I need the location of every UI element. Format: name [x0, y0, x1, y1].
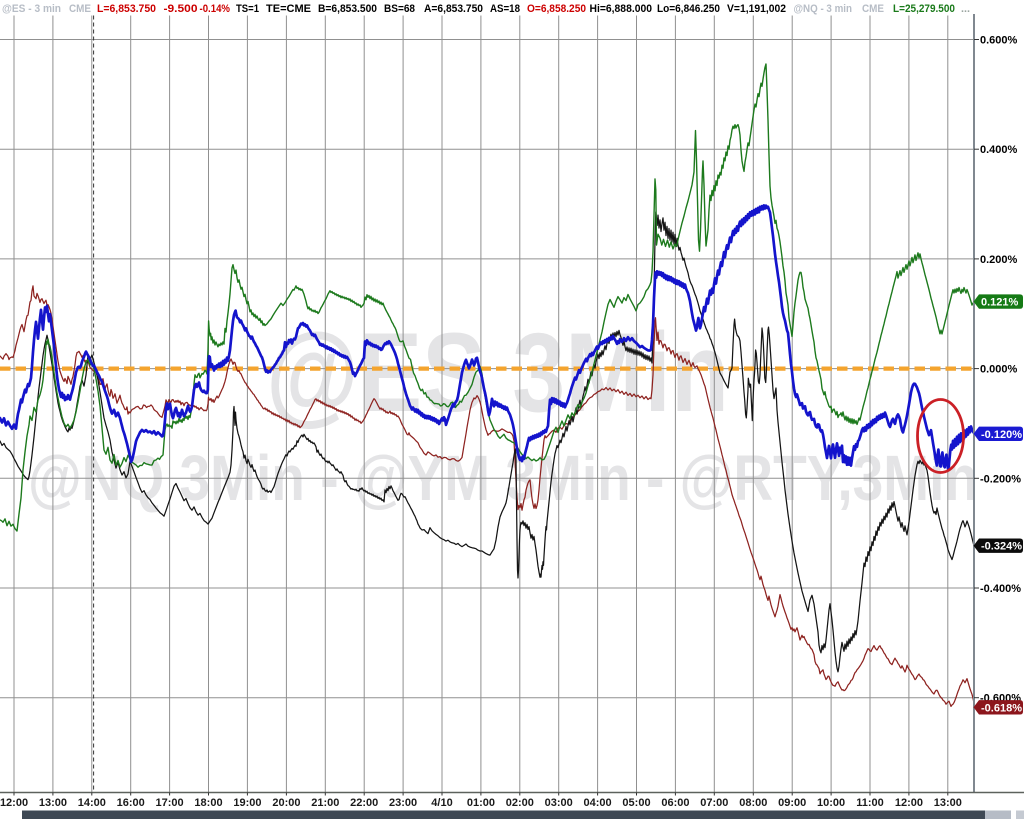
- svg-text:20:00: 20:00: [272, 797, 300, 809]
- svg-text:17:00: 17:00: [156, 797, 184, 809]
- svg-text:-0.618%: -0.618%: [981, 702, 1022, 714]
- svg-text:O=6,858.250: O=6,858.250: [527, 3, 586, 15]
- svg-text:01:00: 01:00: [467, 797, 495, 809]
- svg-text:19:00: 19:00: [233, 797, 261, 809]
- svg-text:...: ...: [961, 3, 970, 15]
- svg-text:0.121%: 0.121%: [981, 297, 1019, 309]
- svg-text:12:00: 12:00: [895, 797, 923, 809]
- svg-text:0.400%: 0.400%: [980, 144, 1018, 156]
- svg-text:-0.200%: -0.200%: [980, 473, 1021, 485]
- svg-text:CME: CME: [862, 3, 884, 15]
- svg-text:0.600%: 0.600%: [980, 35, 1018, 47]
- svg-text:CME: CME: [69, 3, 91, 15]
- svg-text:4/10: 4/10: [431, 797, 452, 809]
- svg-text:23:00: 23:00: [389, 797, 417, 809]
- svg-text:-0.14%: -0.14%: [200, 3, 231, 15]
- svg-text:-9.500: -9.500: [164, 3, 198, 15]
- svg-text:22:00: 22:00: [350, 797, 378, 809]
- svg-text:Lo=6,846.250: Lo=6,846.250: [657, 3, 720, 15]
- svg-text:08:00: 08:00: [739, 797, 767, 809]
- svg-text:V=1,191,002: V=1,191,002: [727, 3, 786, 15]
- svg-text:05:00: 05:00: [622, 797, 650, 809]
- svg-text:12:00: 12:00: [0, 797, 28, 809]
- svg-text:16:00: 16:00: [117, 797, 145, 809]
- svg-text:@ES 3Min: @ES 3Min: [266, 310, 729, 435]
- svg-text:@NQ - 3 min: @NQ - 3 min: [794, 3, 853, 15]
- svg-text:L=25,279.500: L=25,279.500: [893, 3, 955, 15]
- svg-text:-0.324%: -0.324%: [981, 541, 1022, 553]
- svg-text:-0.120%: -0.120%: [981, 429, 1022, 441]
- svg-text:07:00: 07:00: [700, 797, 728, 809]
- svg-text:Hi=6,888.000: Hi=6,888.000: [590, 3, 653, 15]
- svg-text:06:00: 06:00: [661, 797, 689, 809]
- svg-text:18:00: 18:00: [194, 797, 222, 809]
- svg-text:14:00: 14:00: [78, 797, 106, 809]
- svg-text:L=6,853.750: L=6,853.750: [97, 3, 156, 15]
- svg-text:TE=CME: TE=CME: [266, 3, 311, 15]
- svg-text:0.000%: 0.000%: [980, 364, 1018, 376]
- svg-text:-0.400%: -0.400%: [980, 583, 1021, 595]
- svg-text:AS=18: AS=18: [490, 3, 520, 15]
- svg-text:09:00: 09:00: [778, 797, 806, 809]
- svg-text:11:00: 11:00: [856, 797, 884, 809]
- svg-text:21:00: 21:00: [311, 797, 339, 809]
- svg-text:0.200%: 0.200%: [980, 254, 1018, 266]
- svg-text:04:00: 04:00: [584, 797, 612, 809]
- svg-text:13:00: 13:00: [39, 797, 67, 809]
- svg-text:@ES - 3 min: @ES - 3 min: [2, 3, 61, 15]
- svg-text:10:00: 10:00: [817, 797, 845, 809]
- svg-text:B=6,853.500: B=6,853.500: [318, 3, 377, 15]
- svg-text:BS=68: BS=68: [384, 3, 415, 15]
- svg-text:A=6,853.750: A=6,853.750: [424, 3, 483, 15]
- svg-text:13:00: 13:00: [934, 797, 962, 809]
- svg-text:02:00: 02:00: [506, 797, 534, 809]
- svg-text:TS=1: TS=1: [236, 3, 259, 15]
- svg-text:03:00: 03:00: [545, 797, 573, 809]
